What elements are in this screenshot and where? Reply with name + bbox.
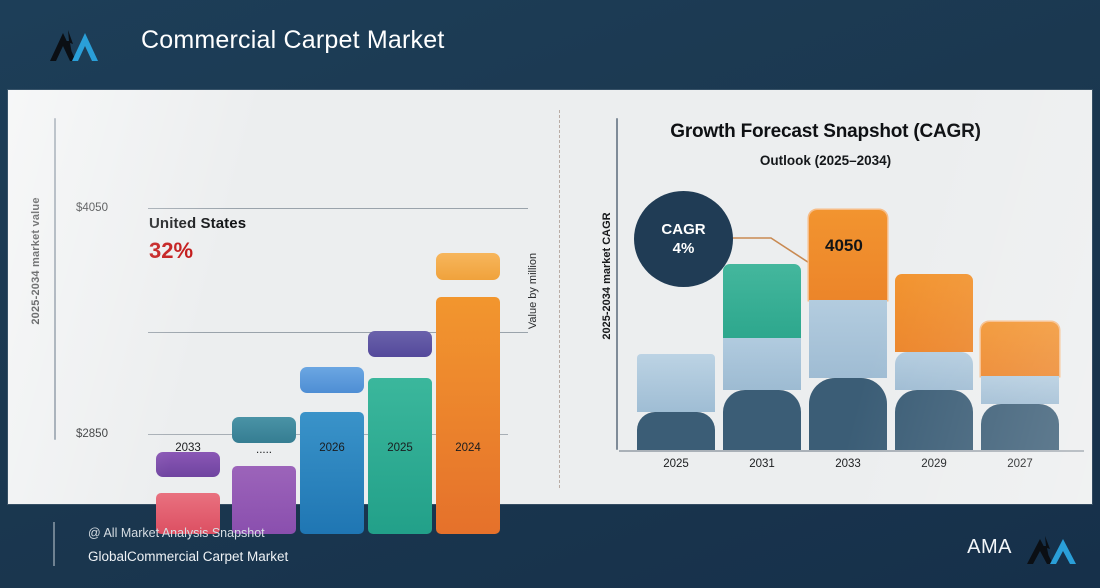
- bar-2031-seg-top: [723, 264, 801, 338]
- bar-2025-seg-base: [637, 412, 715, 450]
- bar-2033-seg-middle: [809, 300, 887, 378]
- region-value: 32%: [149, 238, 194, 263]
- left-ytick-top: $4050: [76, 202, 108, 214]
- left-xtick-1: .....: [256, 444, 272, 456]
- bar-2029-seg-base: [895, 390, 973, 450]
- bar-2027-seg-middle: [981, 376, 1059, 404]
- ama-mountain-logo-icon: [46, 24, 102, 64]
- bar-cap-2032: [232, 417, 296, 443]
- left-y-axis-title: 2025-2034 market value: [30, 197, 42, 325]
- bar-2031-seg-base: [723, 390, 801, 450]
- left-gridline-top: [148, 208, 528, 209]
- right-baseline: [619, 450, 1084, 452]
- bar-2027: [981, 322, 1059, 450]
- right-y-axis-title: 2025-2034 market CAGR: [601, 212, 613, 340]
- bar-2033-seg-base: [809, 378, 887, 450]
- footer-line-1: @ All Market Analysis Snapshot: [88, 526, 265, 540]
- header-bar: Commercial Carpet Market: [0, 0, 1100, 88]
- bar-2025-seg-middle: [637, 354, 715, 412]
- footer-bar: @ All Market Analysis Snapshot GlobalCom…: [0, 504, 1100, 588]
- left-xtick-4: 2024: [455, 442, 481, 454]
- bar-2024: [436, 297, 500, 534]
- secondary-axis-title: Value by million: [527, 252, 539, 330]
- left-chart: 2025-2034 market value $4050 $2850 Unite…: [8, 90, 559, 534]
- bar-cap-2024: [436, 253, 500, 280]
- bar-2027-seg-base: [981, 404, 1059, 450]
- bar-2029: [895, 274, 973, 450]
- bar-2025: [637, 354, 715, 450]
- right-xtick-2: 2033: [835, 458, 861, 470]
- bar-2027-seg-top: [981, 322, 1059, 376]
- right-chart-subtitle: Outlook (2025–2034): [759, 153, 892, 168]
- left-xtick-2: 2026: [319, 442, 345, 454]
- page-title: Commercial Carpet Market: [141, 26, 445, 54]
- right-chart-title: Growth Forecast Snapshot (CAGR): [670, 121, 981, 142]
- right-xtick-4: 2027: [1007, 458, 1033, 470]
- region-label: United States: [149, 215, 247, 232]
- footer-line-2: GlobalCommercial Carpet Market: [88, 549, 289, 564]
- bar-2031-seg-middle: [723, 338, 801, 390]
- right-xtick-3: 2029: [921, 458, 947, 470]
- left-xtick-3: 2025: [387, 442, 413, 454]
- footer-accent-rule: [53, 522, 55, 566]
- cagr-callout-bubble: CAGR 4%: [634, 191, 733, 287]
- ama-mountain-logo-icon: [1024, 532, 1080, 566]
- bar-2029-seg-middle: [895, 352, 973, 390]
- cagr-bubble-title: CAGR: [661, 220, 706, 238]
- bar-2029-seg-top: [895, 274, 973, 352]
- content-panel: 2025-2034 market value $4050 $2850 Unite…: [8, 90, 1092, 534]
- bar-cap-2033: [156, 452, 220, 477]
- left-xtick-0: 2033: [175, 442, 201, 454]
- bar-cap-2026: [300, 367, 364, 393]
- bar-2031: [723, 264, 801, 450]
- bar-cap-2025: [368, 331, 432, 357]
- left-y-axis-line: [54, 118, 56, 440]
- right-xtick-0: 2025: [663, 458, 689, 470]
- left-ytick-bottom: $2850: [76, 428, 108, 440]
- cagr-bubble-value: 4%: [672, 240, 695, 257]
- right-chart: 2025-2034 market CAGR Growth Forecast Sn…: [559, 90, 1092, 504]
- right-xtick-1: 2031: [749, 458, 775, 470]
- bar-value-label-2033: 4050: [825, 236, 863, 255]
- footer-brand-text: AMA: [967, 536, 1012, 558]
